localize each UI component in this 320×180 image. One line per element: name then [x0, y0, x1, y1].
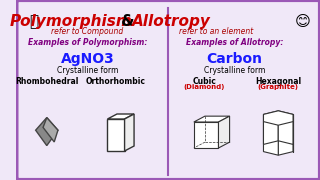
Polygon shape [124, 114, 134, 151]
Polygon shape [219, 116, 229, 148]
Text: &: & [116, 14, 140, 29]
FancyBboxPatch shape [16, 0, 320, 180]
Polygon shape [108, 114, 134, 119]
Text: Orthorhombic: Orthorhombic [86, 77, 146, 86]
Text: Carbon: Carbon [207, 52, 263, 66]
Text: Cubic: Cubic [192, 77, 216, 86]
Text: (Diamond): (Diamond) [184, 84, 225, 90]
Text: refer to an element: refer to an element [179, 27, 253, 36]
Polygon shape [263, 111, 293, 125]
Text: Examples of Polymorphism:: Examples of Polymorphism: [28, 38, 147, 47]
Polygon shape [194, 116, 229, 122]
Text: 💗: 💗 [29, 14, 38, 29]
Text: Crystalline form: Crystalline form [204, 66, 265, 75]
Text: 😊: 😊 [295, 14, 311, 29]
Text: (Graphite): (Graphite) [258, 84, 299, 90]
Polygon shape [43, 118, 58, 142]
Text: Rhombohedral: Rhombohedral [15, 77, 78, 86]
Text: refer to Compound: refer to Compound [52, 27, 124, 36]
Polygon shape [278, 111, 293, 144]
Polygon shape [263, 111, 278, 144]
Text: Polymorphism: Polymorphism [10, 14, 133, 29]
Polygon shape [194, 122, 219, 148]
Polygon shape [108, 119, 124, 151]
Polygon shape [278, 122, 293, 155]
Text: Examples of Allotropy:: Examples of Allotropy: [186, 38, 283, 47]
Text: Allotropy: Allotropy [132, 14, 211, 29]
Polygon shape [263, 122, 278, 155]
Text: Crystalline form: Crystalline form [57, 66, 118, 75]
Text: Hexagonal: Hexagonal [255, 77, 301, 86]
Text: AgNO3: AgNO3 [61, 52, 115, 66]
Polygon shape [36, 118, 58, 146]
